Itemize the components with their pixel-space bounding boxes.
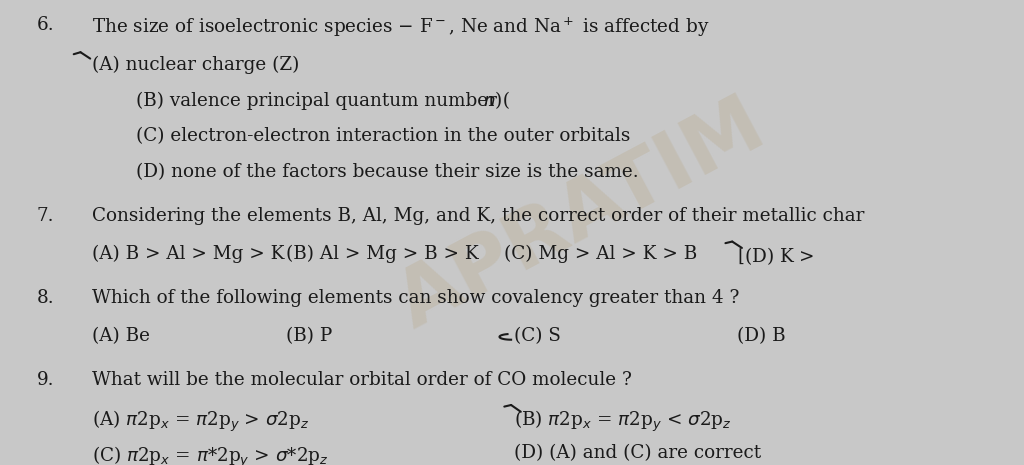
Text: (D) (A) and (C) are correct: (D) (A) and (C) are correct [514, 445, 761, 463]
Text: ): ) [495, 92, 502, 110]
Text: (C) $\pi$2p$_x$ = $\pi$*2p$_y$ > $\sigma$*2p$_z$: (C) $\pi$2p$_x$ = $\pi$*2p$_y$ > $\sigma… [92, 445, 329, 465]
Text: (C) Mg > Al > K > B: (C) Mg > Al > K > B [504, 245, 697, 263]
Text: $\lfloor$(D) K >: $\lfloor$(D) K > [737, 245, 814, 267]
Text: Considering the elements B, Al, Mg, and K, the correct order of their metallic c: Considering the elements B, Al, Mg, and … [92, 207, 864, 225]
Text: (B) P: (B) P [286, 327, 333, 345]
Text: $n$: $n$ [483, 92, 496, 110]
Text: (A) $\pi$2p$_x$ = $\pi$2p$_y$ > $\sigma$2p$_z$: (A) $\pi$2p$_x$ = $\pi$2p$_y$ > $\sigma$… [92, 409, 309, 434]
Text: APRATIM: APRATIM [385, 86, 778, 345]
Text: The size of isoelectronic species $-$ F$^-$, Ne and Na$^+$ is affected by: The size of isoelectronic species $-$ F$… [92, 16, 710, 39]
Text: (B) $\pi$2p$_x$ = $\pi$2p$_y$ < $\sigma$2p$_z$: (B) $\pi$2p$_x$ = $\pi$2p$_y$ < $\sigma$… [514, 409, 732, 434]
Text: (C) electron-electron interaction in the outer orbitals: (C) electron-electron interaction in the… [136, 127, 630, 146]
Text: (B) Al > Mg > B > K: (B) Al > Mg > B > K [286, 245, 479, 263]
Text: (A) B > Al > Mg > K: (A) B > Al > Mg > K [92, 245, 285, 263]
Text: (A) Be: (A) Be [92, 327, 151, 345]
Text: 9.: 9. [37, 371, 54, 389]
Text: (A) nuclear charge (Z): (A) nuclear charge (Z) [92, 56, 299, 74]
Text: Which of the following elements can show covalency greater than 4 ?: Which of the following elements can show… [92, 289, 739, 307]
Text: What will be the molecular orbital order of CO molecule ?: What will be the molecular orbital order… [92, 371, 632, 389]
Text: 8.: 8. [37, 289, 54, 307]
Text: (D) B: (D) B [737, 327, 785, 345]
Text: (B) valence principal quantum number (: (B) valence principal quantum number ( [136, 92, 510, 110]
Text: 7.: 7. [37, 207, 54, 225]
Text: (D) none of the factors because their size is the same.: (D) none of the factors because their si… [136, 163, 638, 181]
Text: (C) S: (C) S [514, 327, 561, 345]
Text: 6.: 6. [37, 16, 54, 34]
